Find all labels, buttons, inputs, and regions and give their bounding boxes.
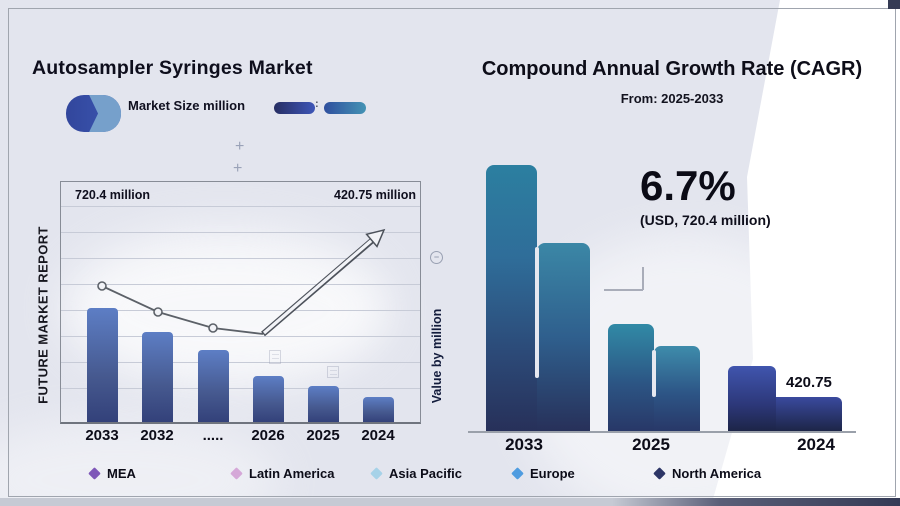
legend-item-mea: MEA — [88, 466, 136, 481]
bar-2033 — [87, 308, 118, 422]
bar-gap — [652, 350, 656, 397]
trend-line-with-arrow-icon — [97, 228, 386, 337]
cagr-value: 6.7% — [640, 162, 736, 209]
legend-item-asia-pacific: Asia Pacific — [370, 466, 462, 481]
gridline — [61, 362, 420, 363]
legend-label: MEA — [107, 466, 136, 481]
bar-gap — [535, 247, 539, 378]
minus-circle-icon: − — [430, 251, 443, 264]
watermark-document-icon — [327, 366, 339, 378]
corner-accent — [888, 0, 900, 9]
x-tick-label: 2025 — [306, 427, 340, 444]
diamond-icon — [230, 467, 243, 480]
bracket-decoration — [642, 267, 644, 290]
x-tick-label: 2024 — [797, 435, 835, 454]
right-chart-title: Compound Annual Growth Rate (CAGR) — [481, 58, 863, 80]
bar-2024 — [363, 397, 394, 422]
gridline — [61, 284, 420, 285]
gridline — [61, 310, 420, 311]
watermark-document-icon — [269, 350, 281, 364]
value-annotation: 420.75 — [786, 374, 832, 391]
legend-item-north-america: North America — [653, 466, 762, 481]
x-tick-label: ..... — [202, 427, 224, 444]
bar-2032 — [142, 332, 173, 422]
legend-label: Europe — [530, 466, 575, 481]
legend-item-europe: Europe — [511, 466, 575, 481]
x-tick-label: 2033 — [85, 427, 119, 444]
gridline — [61, 232, 420, 233]
gridline — [61, 258, 420, 259]
right-y-axis-label: Value by million — [430, 308, 444, 404]
bar-2025 — [308, 386, 339, 422]
legend-label: North America — [672, 466, 762, 481]
x-tick-label: 2032 — [140, 427, 174, 444]
left-bar-chart: 720.4 million 420.75 million — [60, 181, 421, 424]
market-size-legend-label: Market Size million — [128, 98, 246, 113]
bottom-edge-strip — [0, 498, 900, 506]
left-chart-title: Autosampler Syringes Market — [32, 57, 313, 79]
x-tick-label: 2033 — [505, 435, 543, 454]
diamond-icon — [511, 467, 524, 480]
legend-label: Latin America — [249, 466, 335, 481]
left-y-axis-label: FUTURE MARKET REPORT — [35, 226, 51, 404]
x-tick-label: 2025 — [632, 435, 670, 454]
x-tick-label: 2026 — [251, 427, 285, 444]
plus-icon: + — [233, 160, 243, 177]
bar-2024-primary — [728, 366, 776, 432]
bar-2033-secondary — [537, 243, 590, 432]
cagr-caption: (USD, 720.4 million) — [640, 212, 771, 228]
bracket-decoration — [604, 289, 643, 291]
bar-2025-secondary — [654, 346, 700, 432]
plus-icon: + — [235, 138, 245, 155]
bar-2033-primary — [486, 165, 537, 432]
bar-2026 — [253, 376, 284, 422]
legend-item-latin-america: Latin America — [230, 466, 335, 481]
max-value-annotation: 720.4 million — [75, 188, 151, 202]
gridline — [61, 388, 420, 389]
diamond-icon — [88, 467, 101, 480]
min-value-annotation: 420.75 million — [334, 188, 416, 202]
x-axis-line — [468, 431, 856, 433]
ratio-separator: : — [315, 98, 319, 110]
right-chart-subtitle: From: 2025-2033 — [620, 91, 724, 106]
diamond-icon — [370, 467, 383, 480]
ratio-pill-icon — [324, 102, 366, 114]
diamond-icon — [653, 467, 666, 480]
bar-ellipsis — [198, 350, 229, 422]
bar-2025-primary — [608, 324, 654, 432]
cylinder-legend-icon — [66, 95, 121, 132]
gridline — [61, 206, 420, 207]
bar-2024-secondary — [776, 397, 842, 432]
gridline — [61, 336, 420, 337]
x-tick-label: 2024 — [361, 427, 395, 444]
legend-label: Asia Pacific — [389, 466, 462, 481]
ratio-pill-icon — [274, 102, 315, 114]
